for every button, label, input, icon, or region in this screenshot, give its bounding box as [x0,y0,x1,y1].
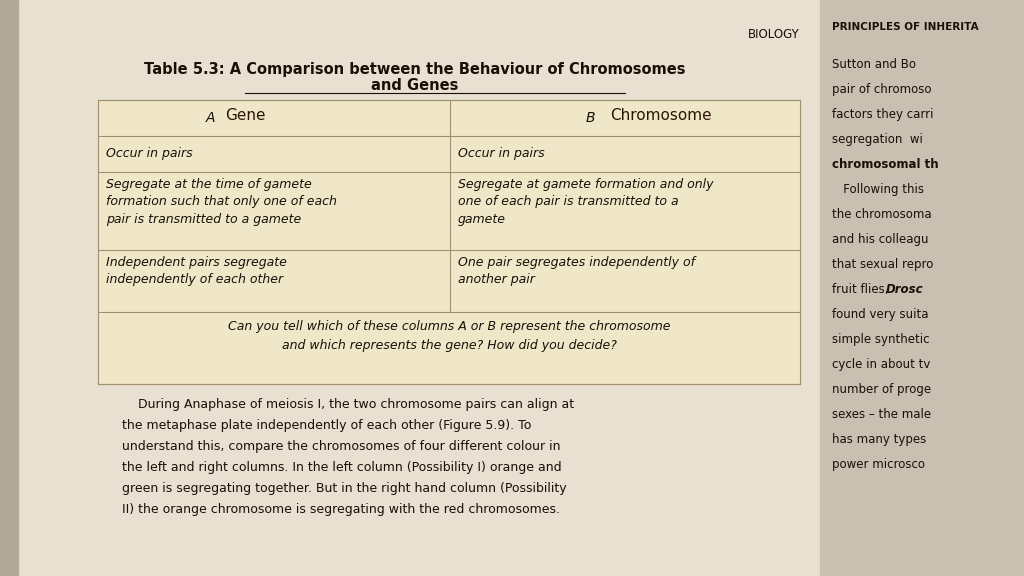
Text: number of proge: number of proge [831,383,931,396]
Text: the chromosoma: the chromosoma [831,208,932,221]
Text: Segregate at gamete formation and only
one of each pair is transmitted to a
game: Segregate at gamete formation and only o… [458,178,714,226]
Text: PRINCIPLES OF INHERITA: PRINCIPLES OF INHERITA [831,22,979,32]
Text: Table 5.3: A Comparison between the Behaviour of Chromosomes: Table 5.3: A Comparison between the Beha… [144,62,686,77]
Bar [0,0,18,576]
Text: During Anaphase of meiosis I, the two chromosome pairs can align at: During Anaphase of meiosis I, the two ch… [122,398,574,411]
Text: Independent pairs segregate
independently of each other: Independent pairs segregate independentl… [106,256,287,286]
Text: and Genes: and Genes [372,78,459,93]
Text: Occur in pairs: Occur in pairs [106,147,193,161]
Text: fruit flies,: fruit flies, [831,283,892,296]
Text: Sutton and Bo: Sutton and Bo [831,58,916,71]
Text: Chromosome: Chromosome [610,108,712,123]
Text: understand this, compare the chromosomes of four different colour in: understand this, compare the chromosomes… [122,440,560,453]
Bar [98,100,800,384]
Text: segregation  wi: segregation wi [831,133,923,146]
Text: II) the orange chromosome is segregating with the red chromosomes.: II) the orange chromosome is segregating… [122,503,560,516]
Text: chromosomal th: chromosomal th [831,158,939,171]
Text: power microsco: power microsco [831,458,925,471]
Text: Segregate at the time of gamete
formation such that only one of each
pair is tra: Segregate at the time of gamete formatio… [106,178,337,226]
Text: Occur in pairs: Occur in pairs [458,147,545,161]
Text: Gene: Gene [225,108,265,123]
Text: that sexual repro: that sexual repro [831,258,933,271]
Text: pair of chromoso: pair of chromoso [831,83,932,96]
Text: cycle in about tv: cycle in about tv [831,358,931,371]
Text: B: B [586,111,595,125]
Text: A: A [205,111,215,125]
Text: the metaphase plate independently of each other (Figure 5.9). To: the metaphase plate independently of eac… [122,419,531,432]
Bar [98,100,800,384]
Text: Drosc: Drosc [886,283,924,296]
Text: the left and right columns. In the left column (Possibility I) orange and: the left and right columns. In the left … [122,461,561,474]
Bar [820,0,1024,576]
Text: Following this: Following this [831,183,924,196]
Text: green is segregating together. But in the right hand column (Possibility: green is segregating together. But in th… [122,482,566,495]
Text: found very suita: found very suita [831,308,929,321]
Text: BIOLOGY: BIOLOGY [749,28,800,41]
Bar [0,0,820,576]
Text: has many types: has many types [831,433,927,446]
Text: simple synthetic: simple synthetic [831,333,930,346]
Text: One pair segregates independently of
another pair: One pair segregates independently of ano… [458,256,695,286]
Text: and his colleagu: and his colleagu [831,233,929,246]
Text: sexes – the male: sexes – the male [831,408,931,421]
Text: factors they carri: factors they carri [831,108,934,121]
Text: Can you tell which of these columns A or B represent the chromosome
and which re: Can you tell which of these columns A or… [227,320,671,351]
